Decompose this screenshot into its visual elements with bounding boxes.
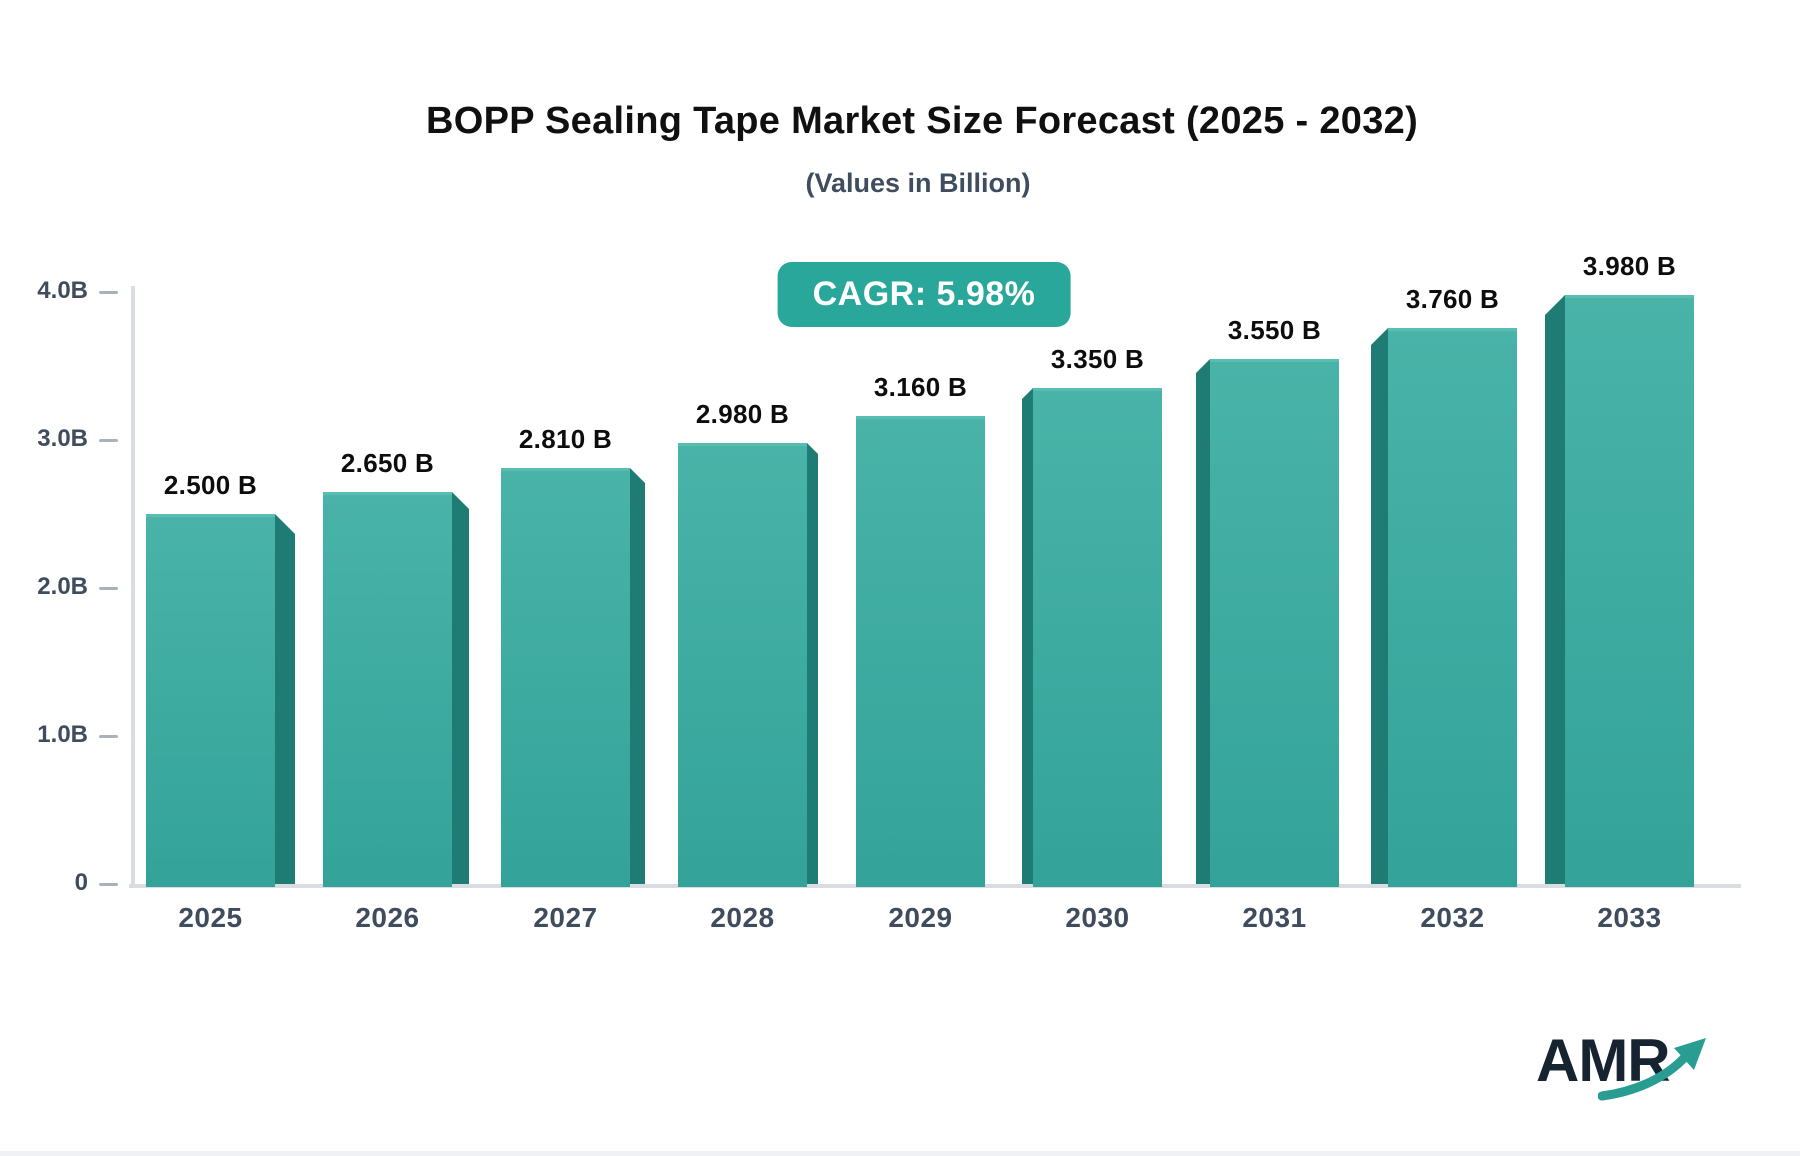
y-axis-line <box>131 286 135 888</box>
bar-value-label: 2.650 B <box>340 448 435 478</box>
bar-3d-side <box>452 492 469 884</box>
chart-title: BOPP Sealing Tape Market Size Forecast (… <box>425 100 1419 142</box>
bar-value-label: 3.350 B <box>1050 344 1145 374</box>
bar-2027 <box>501 468 630 887</box>
y-axis-tick-label: 4.0B <box>37 277 88 304</box>
bar-3d-side <box>807 443 818 884</box>
x-axis-label-2025: 2025 <box>178 902 243 933</box>
bar-3d-side <box>1196 359 1210 884</box>
chart-subtitle: (Values in Billion) <box>805 168 1031 198</box>
x-axis-label-2032: 2032 <box>1420 902 1485 933</box>
bar-2028 <box>678 443 807 887</box>
bar-value-label: 3.980 B <box>1582 251 1677 281</box>
y-axis-tick <box>99 735 118 738</box>
y-axis-tick-label: 0 <box>74 869 88 896</box>
bar-value-label: 2.810 B <box>518 424 613 454</box>
x-axis-label-2027: 2027 <box>533 902 598 933</box>
bar-2031 <box>1210 359 1339 887</box>
bar-value-label: 3.550 B <box>1227 315 1322 345</box>
growth-arrow-icon <box>1598 1038 1706 1101</box>
y-axis-tick <box>99 883 118 886</box>
bar-2025 <box>146 514 275 887</box>
brand-logo: AMR <box>1536 1028 1716 1108</box>
bar-value-label: 3.760 B <box>1405 284 1500 314</box>
x-axis-label-2029: 2029 <box>888 902 953 933</box>
bar-value-label: 2.980 B <box>695 399 790 429</box>
bar-2026 <box>323 492 452 887</box>
x-axis-label-2028: 2028 <box>710 902 775 933</box>
bar-2033 <box>1565 295 1694 887</box>
y-axis-tick <box>99 439 118 442</box>
cagr-badge: CAGR: 5.98% <box>777 262 1071 327</box>
y-axis-tick-label: 3.0B <box>37 425 88 452</box>
bar-3d-side <box>630 468 645 884</box>
y-axis-tick-label: 1.0B <box>37 721 88 748</box>
bar-2030 <box>1033 388 1162 887</box>
bar-value-label: 2.500 B <box>163 470 258 500</box>
x-axis-label-2031: 2031 <box>1242 902 1307 933</box>
bar-3d-side <box>275 514 295 884</box>
x-axis-label-2033: 2033 <box>1597 902 1662 933</box>
y-axis-tick <box>99 587 118 590</box>
bar-value-label: 3.160 B <box>873 372 968 402</box>
y-axis-tick <box>99 291 118 294</box>
y-axis-tick-label: 2.0B <box>37 573 88 600</box>
page-bottom-edge <box>0 1151 1800 1156</box>
bar-3d-side <box>1545 295 1565 884</box>
bar-3d-side <box>1371 328 1388 884</box>
x-axis-label-2030: 2030 <box>1065 902 1130 933</box>
bar-2032 <box>1388 328 1517 887</box>
bar-2029 <box>856 416 985 887</box>
x-axis-label-2026: 2026 <box>355 902 420 933</box>
bar-3d-side <box>1022 388 1033 884</box>
